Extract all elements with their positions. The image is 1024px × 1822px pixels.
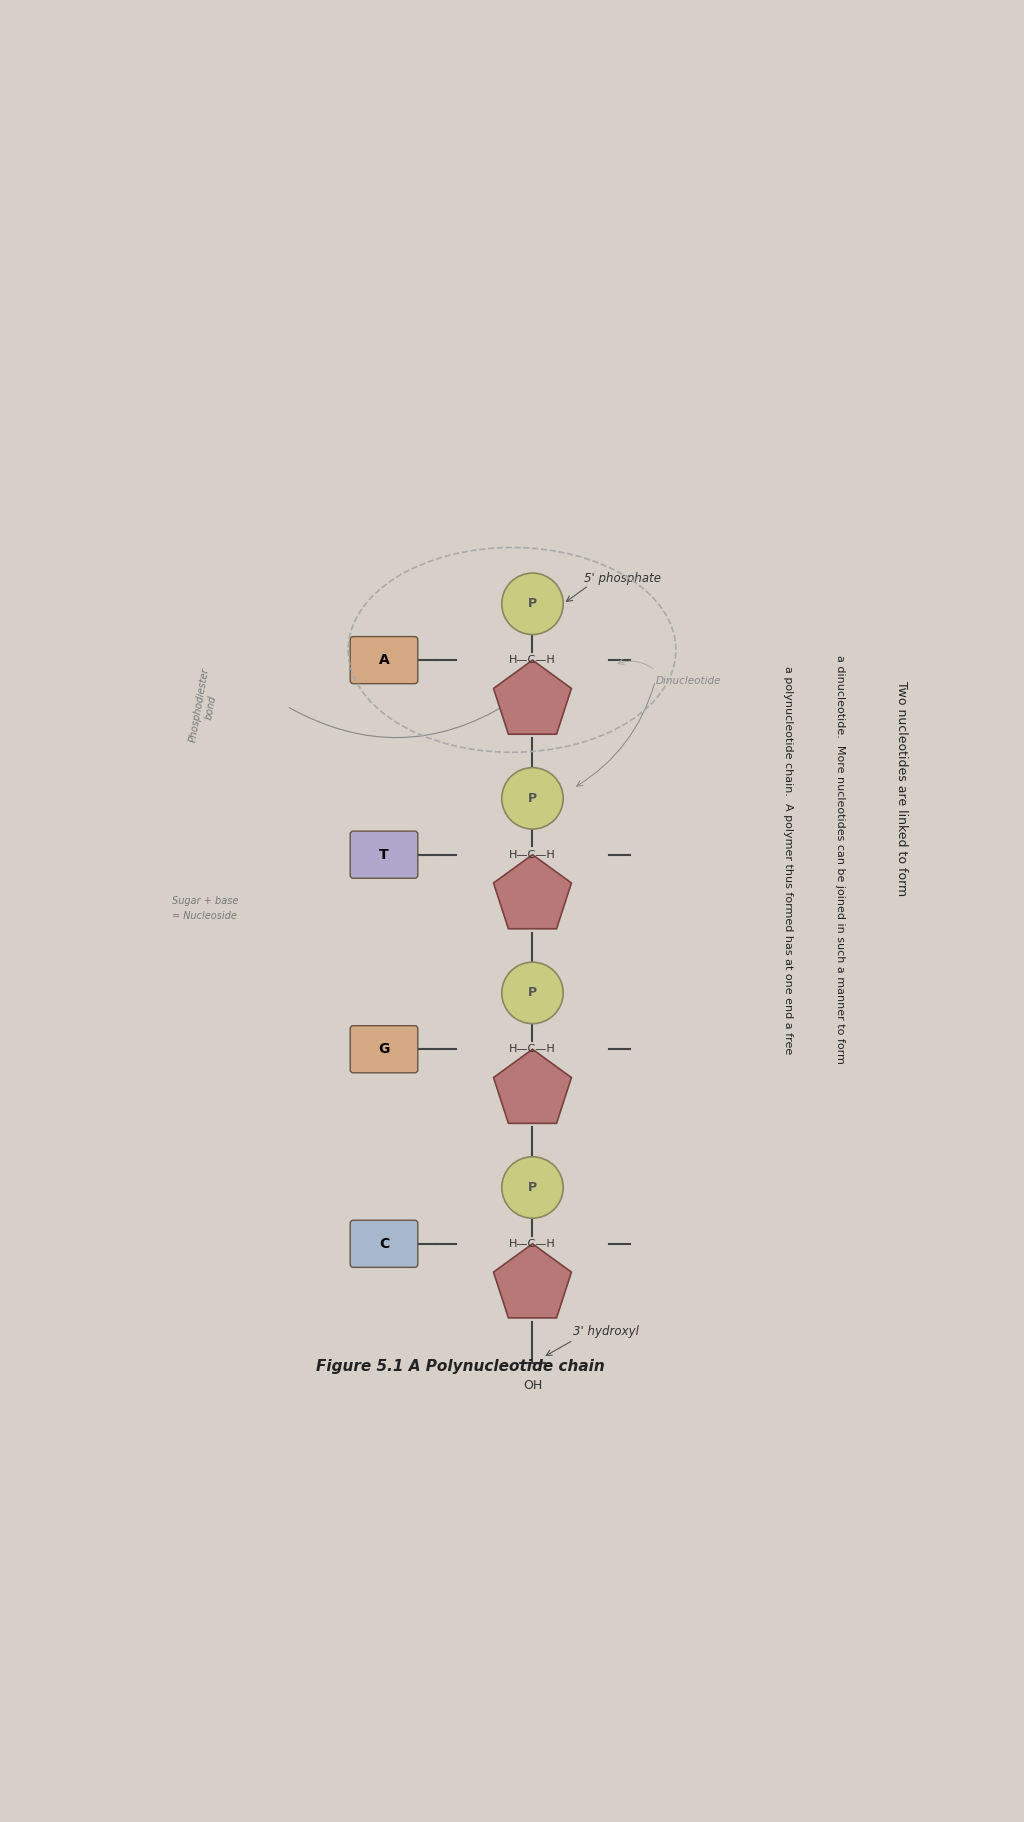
Circle shape	[502, 574, 563, 634]
Circle shape	[502, 767, 563, 829]
Text: a polynucleotide chain.  A polymer thus formed has at one end a free: a polynucleotide chain. A polymer thus f…	[783, 665, 794, 1053]
Text: T: T	[379, 847, 389, 862]
Text: C: C	[379, 1237, 389, 1250]
Text: Figure 5.1 A Polynucleotide chain: Figure 5.1 A Polynucleotide chain	[316, 1359, 605, 1374]
FancyBboxPatch shape	[350, 1221, 418, 1268]
Text: = Nucleoside: = Nucleoside	[172, 911, 238, 922]
Text: P: P	[528, 598, 537, 610]
Text: Phosphodiester
bond: Phosphodiester bond	[187, 667, 222, 745]
Text: OH: OH	[523, 1379, 542, 1392]
FancyBboxPatch shape	[350, 636, 418, 683]
Circle shape	[502, 962, 563, 1024]
Text: a dinucleotide.  More nucleotides can be joined in such a manner to form: a dinucleotide. More nucleotides can be …	[835, 656, 845, 1064]
Polygon shape	[494, 1244, 571, 1317]
Text: G: G	[378, 1042, 390, 1057]
Text: H—C—H: H—C—H	[509, 1044, 556, 1055]
Polygon shape	[494, 1049, 571, 1124]
Text: P: P	[528, 1181, 537, 1193]
Text: H—C—H: H—C—H	[509, 656, 556, 665]
Text: H—C—H: H—C—H	[509, 849, 556, 860]
Text: H—C—H: H—C—H	[509, 1239, 556, 1248]
Polygon shape	[494, 855, 571, 929]
Text: P: P	[528, 986, 537, 1000]
Text: Dinucleotide: Dinucleotide	[655, 676, 721, 685]
Text: Two nucleotides are linked to form: Two nucleotides are linked to form	[895, 681, 907, 896]
Text: Sugar + base: Sugar + base	[172, 896, 238, 906]
Text: 3' hydroxyl: 3' hydroxyl	[573, 1325, 639, 1339]
Polygon shape	[494, 660, 571, 734]
FancyBboxPatch shape	[350, 831, 418, 878]
FancyBboxPatch shape	[350, 1026, 418, 1073]
Circle shape	[502, 1157, 563, 1219]
Text: 5' phosphate: 5' phosphate	[584, 572, 660, 585]
Text: P: P	[528, 793, 537, 805]
Text: A: A	[379, 652, 389, 667]
